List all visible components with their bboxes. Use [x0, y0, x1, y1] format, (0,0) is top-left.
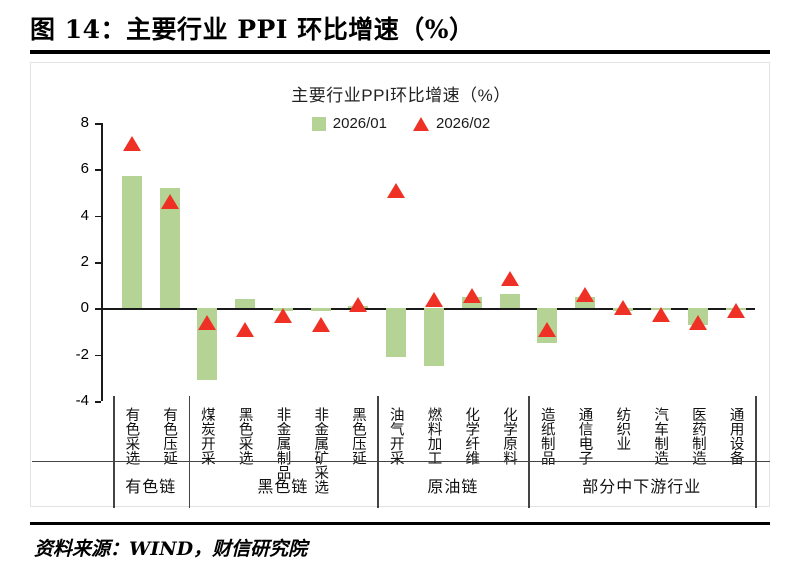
marker-燃料加工 — [425, 291, 443, 307]
chart-container: 主要行业PPI环比增速（%） 2026/01 2026/02 8 6 4 2 0 -2 -4… — [30, 62, 771, 508]
y-axis-tick — [95, 262, 101, 264]
marker-造纸制品 — [538, 321, 557, 337]
marker-非金属矿采选 — [311, 317, 330, 333]
bar-化学原料 — [499, 294, 520, 309]
bar-非金属矿采选 — [310, 308, 331, 311]
category-label-燃料加工: 燃料加工 — [425, 407, 442, 465]
legend-label-series-1: 2026/01 — [332, 115, 387, 132]
y-axis-tick — [95, 169, 101, 171]
marker-化学纤维 — [462, 288, 481, 304]
chart-title: 主要行业PPI环比增速（%） — [291, 86, 511, 105]
group-label-部分中下游行业: 部分中下游行业 — [582, 479, 702, 496]
group-label-有色链: 有色链 — [125, 479, 177, 496]
group-band: 有色链 黑色链 原油链 部分中下游行业 — [32, 396, 770, 508]
bar-黑色采选 — [235, 299, 256, 309]
category-label-油气开采: 油气开采 — [387, 407, 404, 465]
bar-油气开采 — [386, 308, 407, 357]
legend-square-icon — [311, 116, 326, 131]
marker-通信电子 — [576, 286, 595, 302]
group-separator — [377, 396, 379, 508]
category-label-化学纤维: 化学纤维 — [463, 407, 480, 465]
category-label-化学原料: 化学原料 — [501, 407, 518, 465]
group-separator — [755, 396, 757, 508]
y-axis-tick — [95, 215, 101, 218]
category-label-汽车制造: 汽车制造 — [652, 407, 669, 465]
figure-caption: 图 14：主要行业 PPI 环比增速（%） — [30, 15, 475, 44]
legend-label-series-2: 2026/02 — [436, 115, 491, 132]
y-axis-tick-label: -2 — [75, 345, 89, 363]
y-axis-tick-label: 2 — [80, 253, 89, 270]
category-label-煤炭开采: 煤炭开采 — [198, 407, 215, 465]
y-axis-tick — [95, 123, 101, 125]
group-separator — [188, 396, 191, 508]
title-divider — [30, 50, 770, 54]
source-note: 资料来源：WIND，财信研究院 — [34, 538, 308, 560]
category-label-通用设备: 通用设备 — [727, 407, 744, 465]
marker-煤炭开采 — [198, 314, 217, 330]
chart-legend: 2026/01 2026/02 — [31, 115, 771, 132]
legend-item-series-1[interactable]: 2026/01 — [311, 115, 387, 132]
marker-黑色压延 — [349, 297, 368, 313]
category-label-黑色采选: 黑色采选 — [236, 407, 253, 465]
marker-医药制造 — [689, 314, 708, 330]
y-axis-tick-label: 6 — [80, 160, 89, 178]
bar-有色采选 — [121, 176, 142, 309]
y-axis-tick — [95, 401, 101, 403]
bar-通信电子 — [575, 296, 596, 309]
y-axis-tick-label: 0 — [80, 299, 89, 317]
category-label-非金属矿采选: 非金属矿采选 — [312, 407, 329, 494]
legend-triangle-icon — [413, 116, 429, 131]
y-axis-tick — [95, 354, 101, 357]
y-axis-tick-label: -4 — [75, 392, 89, 409]
category-label-通信电子: 通信电子 — [576, 407, 593, 465]
group-label-原油链: 原油链 — [427, 479, 479, 496]
category-label-黑色压延: 黑色压延 — [349, 407, 366, 465]
marker-黑色采选 — [236, 321, 255, 337]
marker-有色采选 — [122, 136, 141, 152]
category-label-医药制造: 医药制造 — [689, 407, 706, 465]
marker-非金属制品 — [273, 307, 292, 323]
group-label-黑色链: 黑色链 — [257, 479, 309, 496]
category-label-有色压延: 有色压延 — [161, 407, 178, 465]
category-label-造纸制品: 造纸制品 — [538, 407, 555, 465]
group-separator — [528, 396, 530, 508]
marker-有色压延 — [160, 194, 179, 210]
marker-汽车制造 — [651, 306, 670, 322]
plot-area: 8 6 4 2 0 -2 -4 有色采选 有色压延 煤炭开采 黑色采选 非金属制品 非金属矿采选 黑色压延… — [71, 114, 759, 494]
y-axis-line — [101, 123, 103, 401]
category-label-有色采选: 有色采选 — [123, 407, 140, 465]
group-separator — [113, 396, 115, 508]
legend-item-series-2[interactable]: 2026/02 — [413, 115, 490, 132]
category-label-纺织业: 纺织业 — [614, 407, 631, 451]
marker-油气开采 — [387, 182, 406, 198]
y-axis-tick — [95, 308, 101, 310]
marker-通用设备 — [727, 303, 746, 319]
y-axis-tick-label: 8 — [80, 114, 89, 131]
y-axis-tick-label: 4 — [80, 206, 89, 224]
bar-有色压延 — [159, 187, 180, 309]
footer-divider — [30, 522, 770, 525]
marker-纺织业 — [613, 299, 632, 315]
marker-化学原料 — [500, 270, 519, 286]
bar-燃料加工 — [424, 308, 444, 367]
